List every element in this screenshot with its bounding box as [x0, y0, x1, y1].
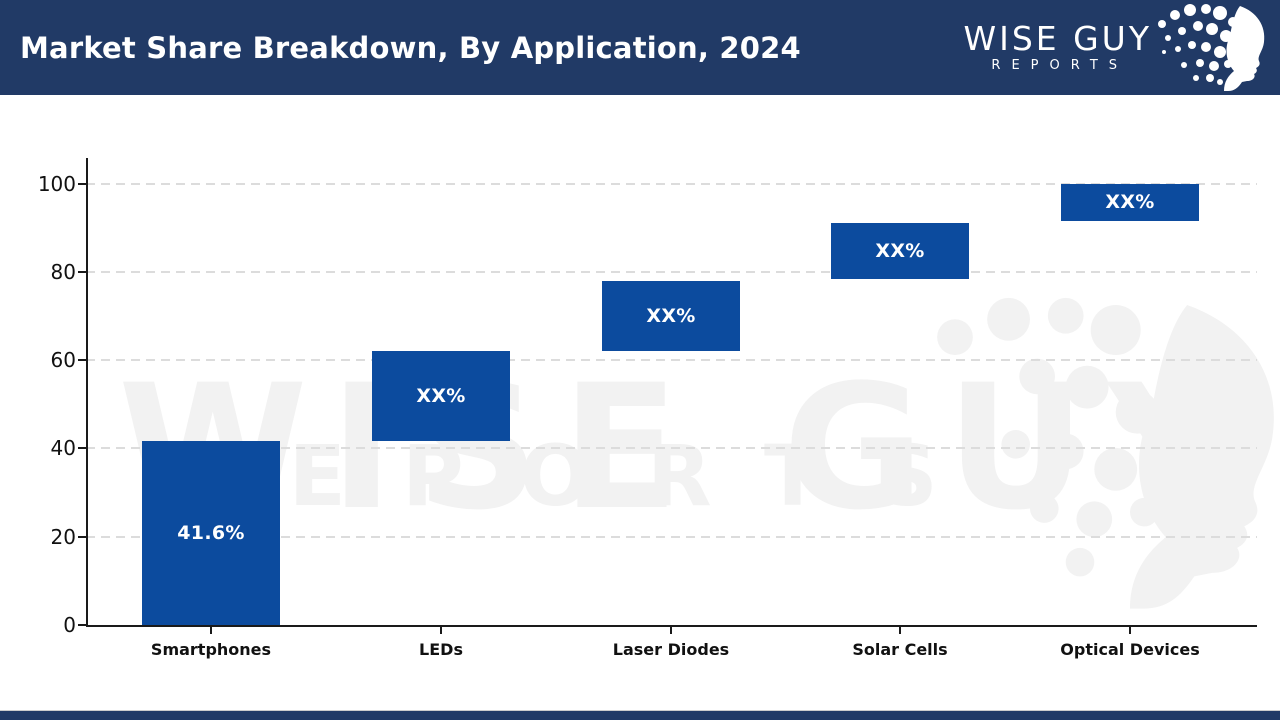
bar-value-label: XX% — [875, 239, 925, 262]
category-label-4: Optical Devices — [1060, 640, 1200, 659]
bar-laser-diodes: XX% — [602, 280, 740, 352]
watermark-subtitle: REPORTS — [168, 427, 994, 525]
bar-value-label: XX% — [1105, 191, 1155, 214]
header-bar: Market Share Breakdown, By Application, … — [0, 0, 1280, 95]
y-axis-line — [86, 158, 88, 627]
x-tick-1 — [440, 627, 442, 634]
category-label-2: Laser Diodes — [612, 640, 730, 659]
y-tick-100 — [78, 182, 86, 185]
y-tick-40 — [78, 447, 86, 450]
gridline-40 — [86, 447, 1257, 450]
wise-guy-logo: WISE GUY REPORTS — [963, 3, 1266, 92]
y-tick-60 — [78, 359, 86, 362]
page-title: Market Share Breakdown, By Application, … — [20, 30, 801, 65]
gridline-100 — [86, 182, 1257, 185]
y-tick-label-20: 20 — [50, 524, 76, 549]
logo-wordmark: WISE GUY — [963, 18, 1152, 58]
y-tick-label-60: 60 — [50, 348, 76, 373]
footer-bar — [0, 710, 1280, 720]
bar-solar-cells: XX% — [831, 222, 969, 280]
category-label-3: Solar Cells — [852, 640, 948, 659]
x-tick-3 — [899, 627, 901, 634]
bar-value-label: 41.6% — [177, 522, 245, 545]
watermark-face-icon — [937, 297, 1274, 609]
logo-text: WISE GUY REPORTS — [963, 18, 1152, 74]
gridline-80 — [86, 270, 1257, 273]
category-label-1: LEDs — [419, 640, 463, 659]
x-tick-0 — [210, 627, 212, 634]
y-tick-label-100: 100 — [37, 171, 76, 196]
x-axis-line — [86, 625, 1257, 627]
x-tick-2 — [670, 627, 672, 634]
bar-value-label: XX% — [416, 385, 466, 408]
y-tick-label-40: 40 — [50, 436, 76, 461]
dotted-face-icon — [1158, 3, 1265, 91]
y-tick-20 — [78, 535, 86, 538]
y-tick-label-80: 80 — [50, 259, 76, 284]
bar-smartphones: 41.6% — [142, 441, 280, 625]
y-tick-label-0: 0 — [63, 613, 76, 637]
bar-value-label: XX% — [646, 305, 696, 328]
bar-leds: XX% — [372, 351, 510, 442]
y-tick-0 — [78, 624, 86, 626]
category-label-0: Smartphones — [150, 640, 272, 659]
gridline-20 — [86, 535, 1257, 538]
chart-area: WISE GUY REPORTS 0 20 40 60 80 100 41.6% Smartp… — [0, 95, 1280, 710]
y-tick-80 — [78, 270, 86, 273]
gridline-60 — [86, 359, 1257, 362]
x-tick-4 — [1129, 627, 1131, 634]
logo-subtitle: REPORTS — [991, 58, 1129, 74]
bar-optical-devices: XX% — [1061, 183, 1199, 221]
